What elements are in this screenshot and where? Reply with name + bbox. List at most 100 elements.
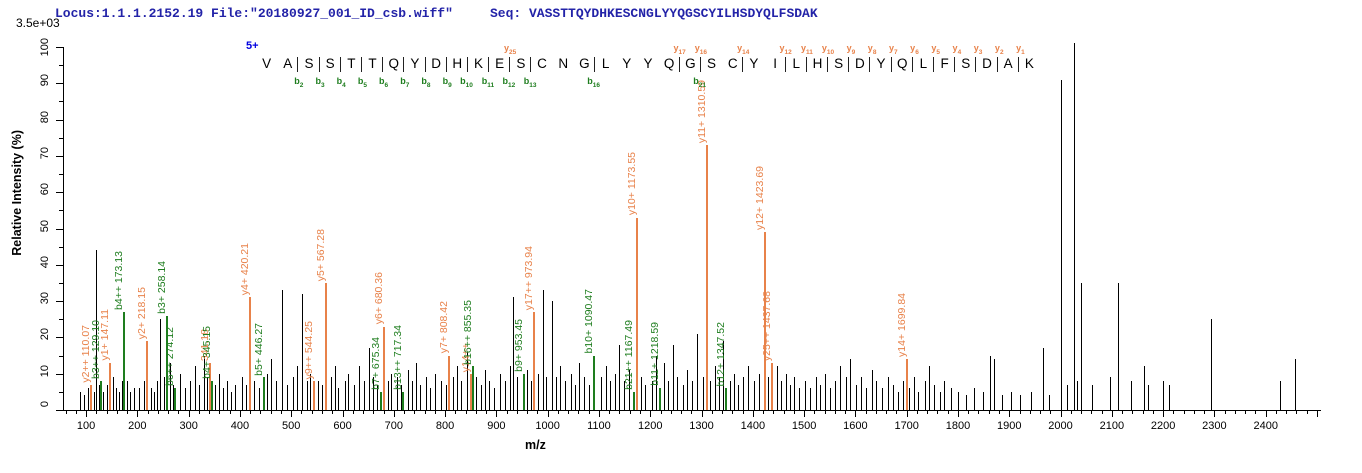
x-tick: [1234, 410, 1236, 414]
peak: [411, 380, 413, 410]
peak: [194, 366, 196, 410]
peak: [88, 388, 90, 410]
x-tick: [229, 410, 231, 414]
y-tick-label: 60: [39, 183, 51, 196]
y-ion-marker: y6: [910, 43, 919, 56]
peak: [866, 388, 868, 410]
residue-letter: Y: [622, 56, 632, 71]
labeled-peak: [109, 362, 112, 410]
peak: [958, 391, 960, 410]
y-ion-marker: y4: [952, 43, 962, 56]
residue-letter: S: [304, 56, 314, 71]
x-tick: [147, 410, 149, 414]
peak: [270, 359, 272, 410]
y-tick: [56, 47, 63, 48]
x-tick: [537, 410, 539, 414]
fragment-divider: [1017, 57, 1019, 72]
peak: [702, 377, 704, 410]
plot-area[interactable]: 100 200 300 400 500 600 700 800 900 1000 1100 1200 1…: [39, 38, 1321, 432]
peak: [776, 366, 778, 410]
x-tick-label: 800: [435, 420, 455, 432]
peak: [542, 290, 544, 410]
b-ion-marker: b7: [400, 76, 410, 89]
x-tick: [763, 410, 765, 414]
labeled-peak: [166, 315, 169, 410]
x-tick: [1122, 410, 1124, 414]
peak-label: y5+ 567.28: [314, 228, 327, 281]
residue-letter: S: [961, 56, 971, 71]
fragment-divider: [742, 57, 744, 72]
x-tick: [496, 410, 498, 417]
peak: [605, 366, 607, 410]
y-tick: [59, 319, 63, 321]
residue-letter: G: [685, 56, 696, 71]
x-tick: [301, 410, 303, 414]
x-tick: [783, 410, 785, 414]
peak: [493, 388, 495, 410]
y-tick: [59, 101, 63, 103]
labeled-peak: [593, 355, 596, 410]
labeled-peak: [174, 388, 177, 410]
peak-label: b3+ 258.14: [156, 260, 169, 314]
x-tick: [691, 410, 693, 414]
x-tick: [332, 410, 334, 414]
x-tick: [609, 410, 611, 414]
peak: [944, 380, 946, 410]
y-tick: [59, 282, 63, 284]
labeled-peak: [472, 366, 475, 410]
y-tick: [59, 210, 63, 212]
b-ion-marker: b8: [421, 76, 431, 89]
peak: [485, 370, 487, 410]
labeled-peak: [635, 217, 638, 410]
b-ion-marker: b12: [502, 76, 516, 89]
peak: [697, 333, 699, 410]
peak: [719, 377, 721, 410]
y-tick-label: 50: [39, 219, 51, 232]
fragment-divider: [424, 57, 426, 72]
labeled-peak: [469, 373, 472, 410]
x-tick: [137, 410, 139, 417]
fragment-divider: [911, 57, 913, 72]
peak-label: b3++ 129.10: [90, 319, 102, 379]
residue-letter: F: [940, 56, 949, 71]
y-tick: [59, 174, 63, 176]
fragment-divider: [678, 57, 680, 72]
residue: N: [553, 56, 574, 74]
x-tick: [588, 410, 590, 414]
y-tick: [59, 391, 63, 393]
peak: [1279, 380, 1281, 410]
peak: [1091, 384, 1093, 410]
peak: [310, 373, 312, 410]
labeled-peak: [249, 297, 252, 410]
x-tick: [1091, 410, 1093, 414]
x-tick-label: 200: [128, 420, 147, 432]
peak-label: y17++ 973.94: [523, 245, 536, 310]
peak: [1060, 79, 1062, 410]
y-tick: [56, 119, 63, 121]
b-ion-marker: b9: [442, 76, 452, 89]
peak: [939, 391, 941, 410]
x-tick: [1173, 410, 1175, 414]
x-tick-label: 500: [282, 420, 301, 432]
peak: [359, 366, 361, 410]
x-tick: [157, 410, 159, 414]
peak: [430, 388, 432, 410]
x-tick: [752, 410, 754, 417]
y-ion-marker: y10: [821, 43, 835, 56]
peak: [513, 297, 515, 410]
residue-letter: L: [792, 56, 801, 71]
x-tick-label: 1500: [791, 420, 817, 432]
x-tick: [927, 410, 929, 414]
x-tick-label: 1100: [587, 420, 611, 432]
x-tick: [352, 410, 354, 414]
x-tick-label: 700: [384, 420, 403, 432]
x-tick: [1009, 410, 1011, 417]
peak: [266, 373, 268, 410]
x-tick: [270, 410, 272, 414]
x-tick: [629, 410, 631, 414]
x-tick: [424, 410, 426, 414]
